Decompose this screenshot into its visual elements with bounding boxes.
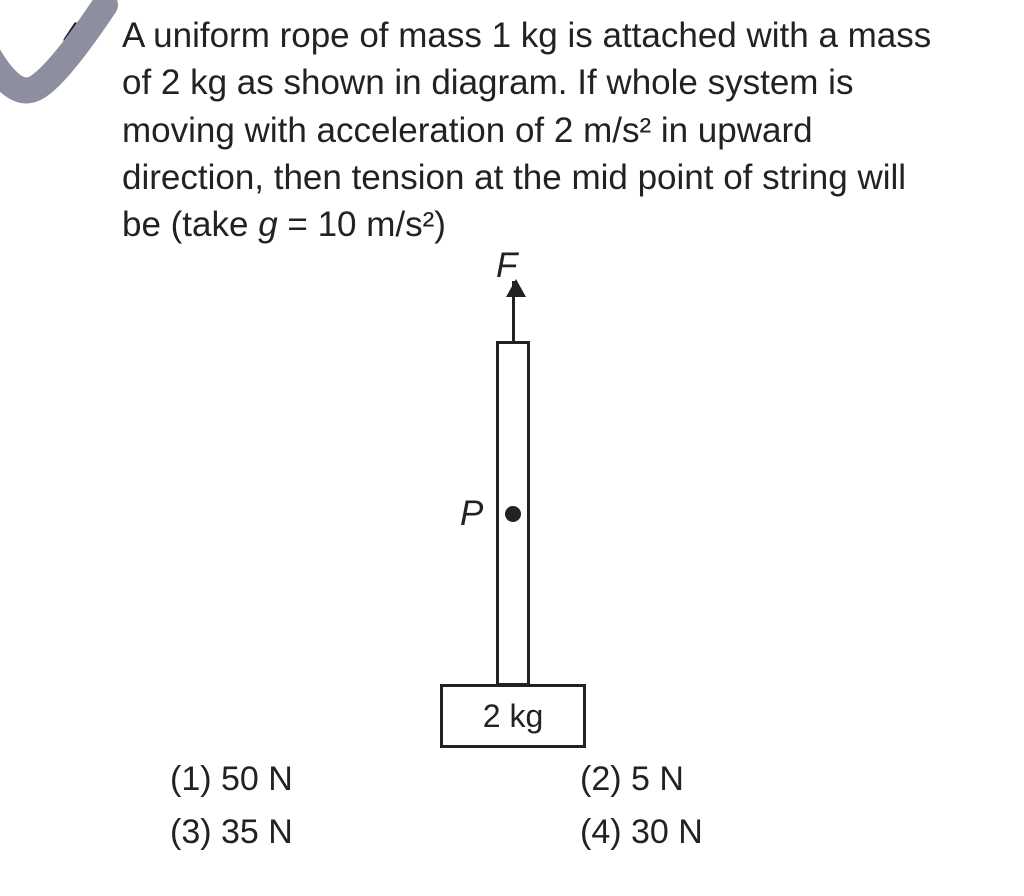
question-number: 4.	[40, 12, 92, 59]
option-4[interactable]: (4) 30 N	[580, 813, 990, 852]
force-arrow-icon	[512, 281, 515, 341]
option-1[interactable]: (1) 50 N	[170, 760, 580, 799]
question-text: A uniform rope of mass 1 kg is attached …	[122, 12, 942, 248]
option-2[interactable]: (2) 5 N	[580, 760, 990, 799]
mass-block: 2 kg	[440, 684, 586, 748]
answer-options: (1) 50 N (2) 5 N (3) 35 N (4) 30 N	[40, 760, 984, 852]
point-p-label: P	[460, 494, 483, 534]
physics-diagram: F P 2 kg	[342, 256, 682, 756]
option-3[interactable]: (3) 35 N	[170, 813, 580, 852]
